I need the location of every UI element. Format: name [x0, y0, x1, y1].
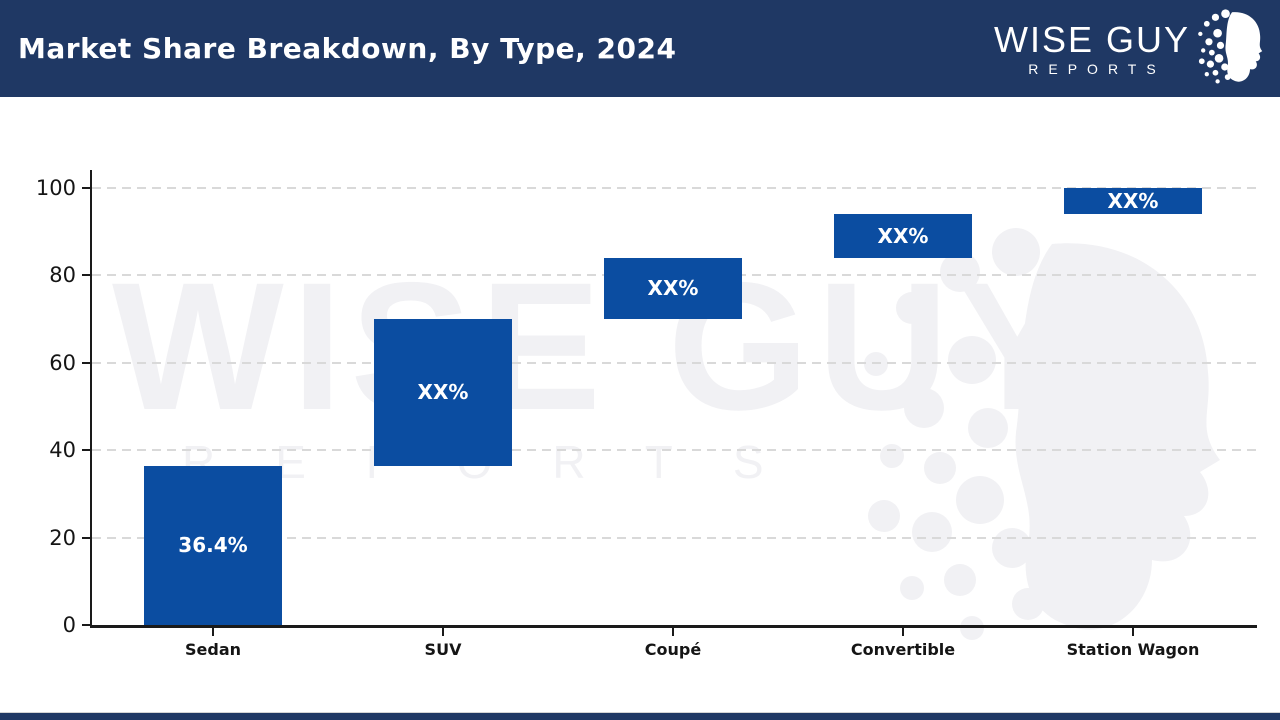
- y-tick-label: 60: [49, 350, 76, 375]
- x-tick-label: Sedan: [184, 640, 241, 659]
- x-tick-label: SUV: [424, 640, 462, 659]
- y-tick-label: 20: [49, 525, 76, 550]
- x-axis-tick: [1132, 628, 1134, 636]
- grid-line: [92, 536, 1257, 539]
- bar-station-wagon: XX%: [1064, 187, 1202, 214]
- y-tick-label: 0: [62, 613, 76, 637]
- bar-suv: XX%: [374, 318, 512, 466]
- y-axis-tick: [82, 624, 90, 626]
- y-axis-tick: [82, 361, 90, 364]
- grid-line: [92, 186, 1257, 189]
- bar-coupé: XX%: [604, 257, 742, 319]
- grid-line: [92, 361, 1257, 364]
- bar-value-label: XX%: [877, 223, 929, 248]
- header-band: Market Share Breakdown, By Type, 2024 WI…: [0, 0, 1280, 97]
- y-axis-tick: [82, 449, 90, 451]
- x-tick-label: Convertible: [850, 640, 956, 659]
- y-tick-label: 80: [49, 263, 76, 287]
- brand-name: WISE GUY: [993, 19, 1190, 60]
- footer-divider: [0, 712, 1280, 713]
- brand-logo-text: WISE GUY REPORTS: [993, 19, 1190, 78]
- brand-subtitle: REPORTS: [1028, 61, 1166, 77]
- page-title: Market Share Breakdown, By Type, 2024: [18, 32, 677, 65]
- x-axis-tick: [672, 628, 674, 636]
- bar-value-label: XX%: [417, 380, 469, 405]
- y-axis-tick: [82, 536, 90, 539]
- y-tick-label: 100: [35, 175, 76, 200]
- brand-logo: WISE GUY REPORTS: [994, 8, 1268, 90]
- bar-value-label: XX%: [1107, 188, 1159, 213]
- bar-value-label: XX%: [647, 276, 699, 301]
- x-axis-tick: [212, 628, 214, 636]
- x-tick-label: Station Wagon: [1066, 640, 1200, 659]
- y-axis-tick: [82, 274, 90, 276]
- wise-guy-head-icon: [1198, 9, 1263, 84]
- bar-convertible: XX%: [834, 213, 972, 258]
- bar-value-label: 36.4%: [178, 533, 248, 558]
- y-tick-label: 40: [49, 438, 76, 462]
- bar-sedan: 36.4%: [144, 465, 282, 625]
- x-axis-tick: [902, 628, 904, 636]
- plot-area: 0 20 40 60 80 100 36.4% Sedan XX% SUV XX% Coupé XX% C…: [36, 170, 1257, 659]
- x-axis-tick: [442, 628, 444, 636]
- y-axis-tick: [82, 186, 90, 189]
- grid-line: [92, 449, 1257, 451]
- footer-band: [0, 713, 1280, 720]
- x-tick-label: Coupé: [644, 640, 702, 659]
